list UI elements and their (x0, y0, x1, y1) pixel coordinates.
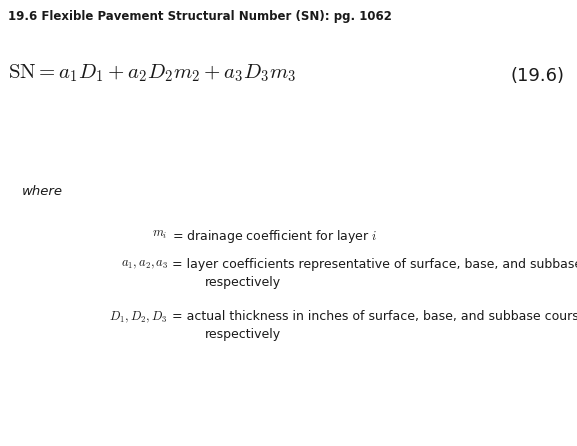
Text: = drainage coefficient for layer $i$: = drainage coefficient for layer $i$ (172, 228, 377, 245)
Text: respectively: respectively (205, 328, 281, 341)
Text: (19.6): (19.6) (511, 67, 565, 85)
Text: = actual thickness in inches of surface, base, and subbase courses,: = actual thickness in inches of surface,… (172, 310, 577, 323)
Text: where: where (22, 185, 63, 198)
Text: respectively: respectively (205, 276, 281, 289)
Text: $D_1, D_2, D_3$: $D_1, D_2, D_3$ (110, 310, 168, 325)
Text: $a_1, a_2, a_3$: $a_1, a_2, a_3$ (121, 258, 168, 271)
Text: $m_i$: $m_i$ (152, 228, 168, 241)
Text: $\mathrm{SN} = a_1D_1 + a_2D_2m_2 + a_3D_3m_3$: $\mathrm{SN} = a_1D_1 + a_2D_2m_2 + a_3D… (8, 62, 296, 83)
Text: 19.6 Flexible Pavement Structural Number (SN): pg. 1062: 19.6 Flexible Pavement Structural Number… (8, 10, 392, 23)
Text: = layer coefficients representative of surface, base, and subbase course,: = layer coefficients representative of s… (172, 258, 577, 271)
